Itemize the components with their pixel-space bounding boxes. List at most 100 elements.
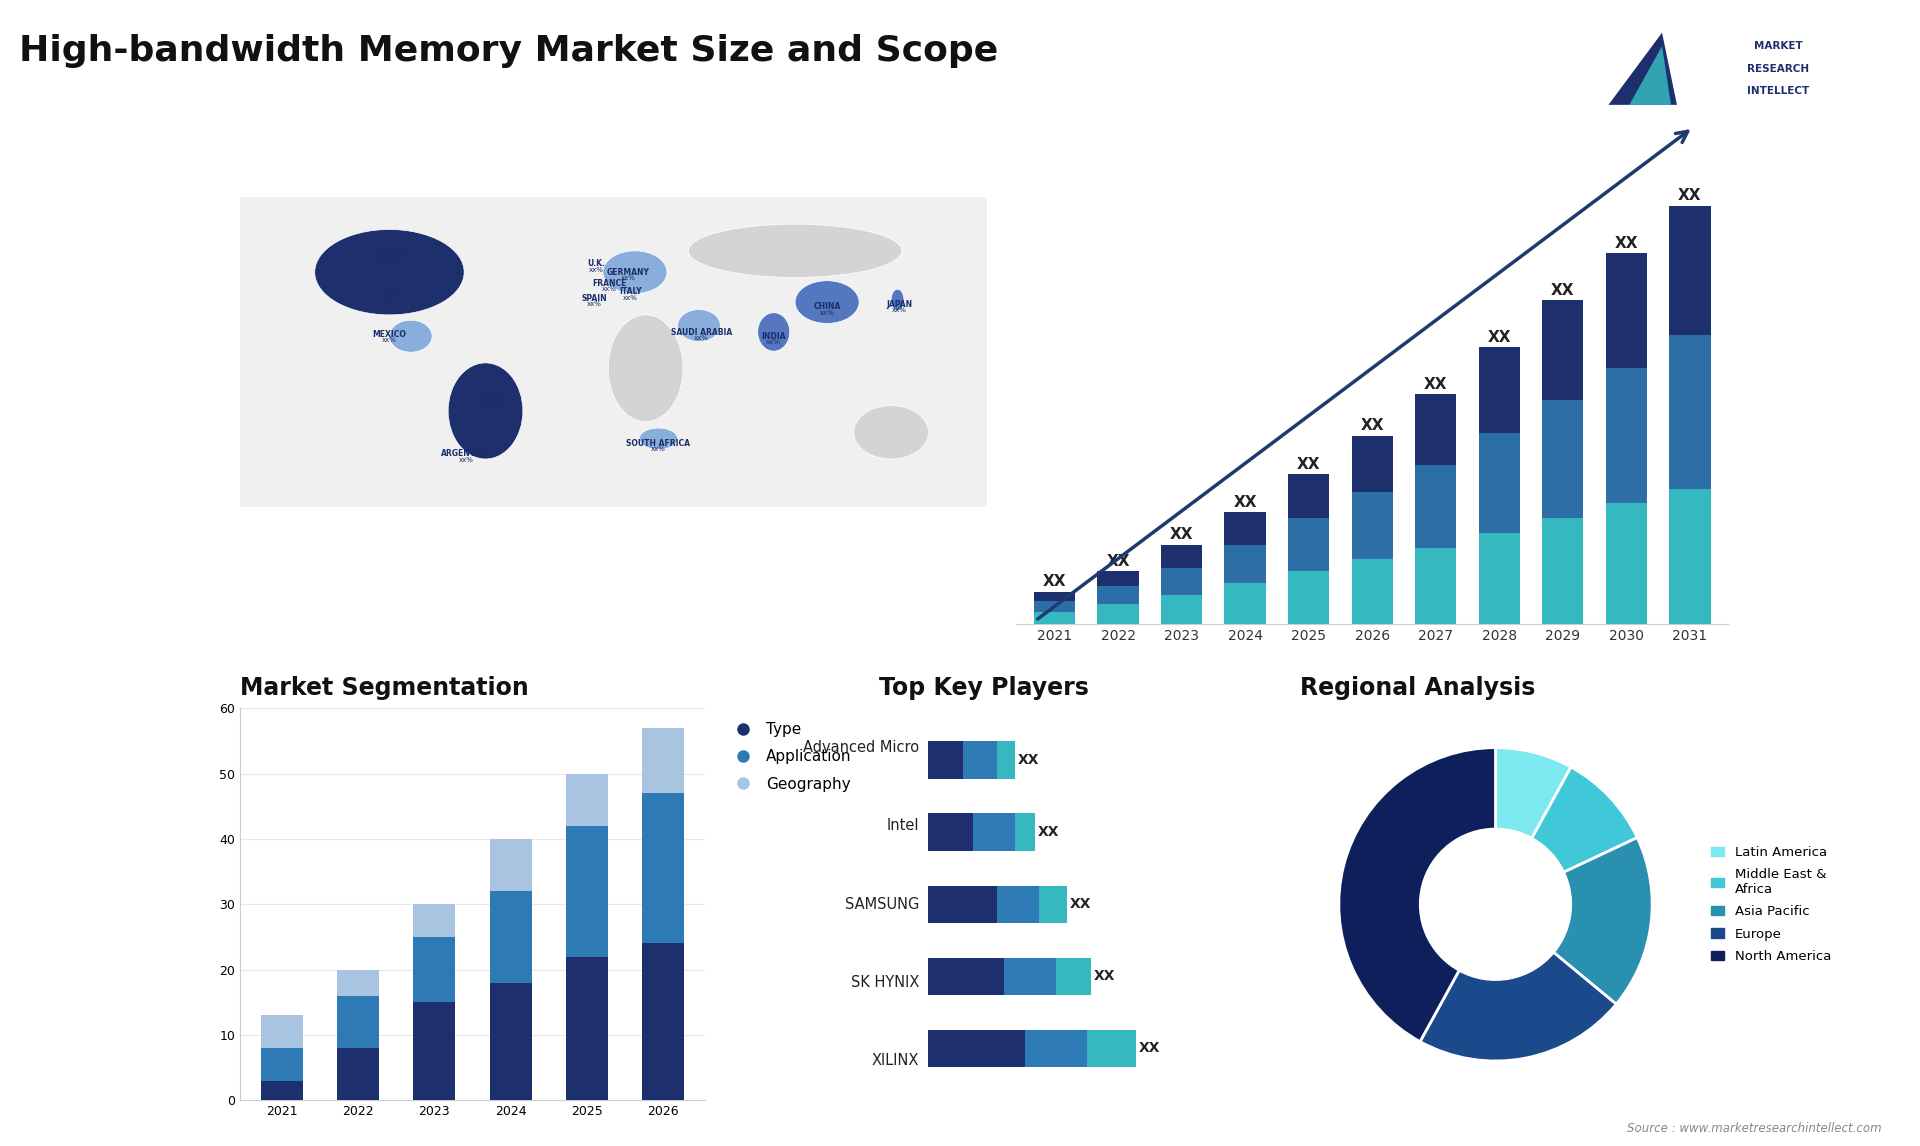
Title: Top Key Players: Top Key Players xyxy=(879,676,1089,699)
Bar xyxy=(490,982,532,1100)
Wedge shape xyxy=(1496,747,1571,839)
Polygon shape xyxy=(1609,33,1676,104)
Text: U.K.: U.K. xyxy=(588,259,605,268)
Text: XX: XX xyxy=(1615,236,1638,251)
Text: CHINA: CHINA xyxy=(814,303,841,311)
Circle shape xyxy=(1421,829,1571,980)
Ellipse shape xyxy=(639,427,678,449)
Text: xx%: xx% xyxy=(459,457,474,463)
Bar xyxy=(261,1047,303,1081)
Bar xyxy=(1288,518,1329,571)
Bar xyxy=(1605,368,1647,503)
Text: INDIA: INDIA xyxy=(762,332,785,342)
Bar xyxy=(1352,559,1392,625)
Text: MEXICO: MEXICO xyxy=(372,330,407,339)
Bar xyxy=(1098,571,1139,586)
Text: FRANCE: FRANCE xyxy=(591,278,626,288)
Bar xyxy=(1542,518,1584,625)
Text: SAMSUNG: SAMSUNG xyxy=(845,897,920,912)
Ellipse shape xyxy=(891,289,904,311)
Bar xyxy=(261,1015,303,1047)
Bar xyxy=(1605,253,1647,368)
Bar xyxy=(1605,503,1647,625)
Bar xyxy=(1415,465,1457,548)
Ellipse shape xyxy=(603,251,666,293)
Text: Market Segmentation: Market Segmentation xyxy=(240,676,528,699)
Text: xx%: xx% xyxy=(651,446,666,453)
Text: xx%: xx% xyxy=(382,337,397,344)
Bar xyxy=(413,904,455,937)
Wedge shape xyxy=(1338,747,1496,1042)
Bar xyxy=(1352,435,1392,492)
Text: xx%: xx% xyxy=(620,275,636,282)
Bar xyxy=(338,1047,378,1100)
Text: SAUDI ARABIA: SAUDI ARABIA xyxy=(670,328,732,337)
Bar xyxy=(338,970,378,996)
Text: XX: XX xyxy=(1296,456,1321,472)
Text: xx%: xx% xyxy=(588,301,601,307)
Bar xyxy=(490,892,532,982)
Ellipse shape xyxy=(609,315,684,422)
Text: xx%: xx% xyxy=(382,295,397,300)
Bar xyxy=(261,1081,303,1100)
Text: xx%: xx% xyxy=(589,267,605,273)
Text: xx%: xx% xyxy=(820,309,835,315)
Legend: Latin America, Middle East &
Africa, Asia Pacific, Europe, North America: Latin America, Middle East & Africa, Asi… xyxy=(1705,840,1836,968)
Wedge shape xyxy=(1421,952,1617,1061)
Bar xyxy=(1478,533,1521,625)
Bar xyxy=(1542,300,1584,400)
Ellipse shape xyxy=(678,309,720,342)
Bar xyxy=(566,826,609,957)
Bar xyxy=(1668,336,1711,488)
Bar xyxy=(1162,568,1202,595)
Bar xyxy=(1098,604,1139,625)
Text: INTELLECT: INTELLECT xyxy=(1747,86,1809,96)
Bar xyxy=(338,996,378,1047)
Bar xyxy=(641,793,684,943)
Text: ARGENTINA: ARGENTINA xyxy=(442,449,492,458)
Text: XX: XX xyxy=(1551,283,1574,298)
Text: SK HYNIX: SK HYNIX xyxy=(851,975,920,990)
Text: SOUTH AFRICA: SOUTH AFRICA xyxy=(626,439,691,448)
Bar xyxy=(1288,474,1329,518)
Bar xyxy=(641,728,684,793)
Bar xyxy=(413,1003,455,1100)
Bar xyxy=(1478,347,1521,433)
Text: GERMANY: GERMANY xyxy=(607,268,651,277)
Text: XX: XX xyxy=(1169,527,1194,542)
Ellipse shape xyxy=(795,281,858,323)
Bar xyxy=(1415,394,1457,465)
Text: xx%: xx% xyxy=(484,403,499,409)
Legend: Type, Application, Geography: Type, Application, Geography xyxy=(722,716,858,798)
Bar xyxy=(1288,571,1329,625)
Text: Regional Analysis: Regional Analysis xyxy=(1300,676,1534,699)
FancyBboxPatch shape xyxy=(240,197,987,507)
Bar xyxy=(641,943,684,1100)
Text: XX: XX xyxy=(1361,418,1384,433)
Bar xyxy=(566,774,609,826)
Text: SPAIN: SPAIN xyxy=(582,293,607,303)
Ellipse shape xyxy=(447,363,522,460)
Ellipse shape xyxy=(390,320,432,352)
Text: XX: XX xyxy=(1043,574,1066,589)
Bar xyxy=(1033,591,1075,601)
Text: xx%: xx% xyxy=(624,295,637,300)
Text: MARKET: MARKET xyxy=(1753,41,1803,52)
Text: XX: XX xyxy=(1678,188,1701,203)
Text: High-bandwidth Memory Market Size and Scope: High-bandwidth Memory Market Size and Sc… xyxy=(19,34,998,69)
Bar xyxy=(1098,586,1139,604)
Bar xyxy=(1225,512,1265,544)
Text: XX: XX xyxy=(1488,330,1511,345)
Bar xyxy=(413,937,455,1003)
Ellipse shape xyxy=(758,313,789,351)
Polygon shape xyxy=(1630,46,1670,104)
Text: U.S.: U.S. xyxy=(380,288,397,296)
Bar xyxy=(1668,488,1711,625)
Text: XX: XX xyxy=(1106,554,1129,568)
Wedge shape xyxy=(1532,767,1638,872)
Text: Advanced Micro: Advanced Micro xyxy=(803,740,920,755)
Text: xx%: xx% xyxy=(382,258,397,265)
Ellipse shape xyxy=(689,225,902,277)
Bar xyxy=(1033,601,1075,612)
Bar xyxy=(1415,548,1457,625)
